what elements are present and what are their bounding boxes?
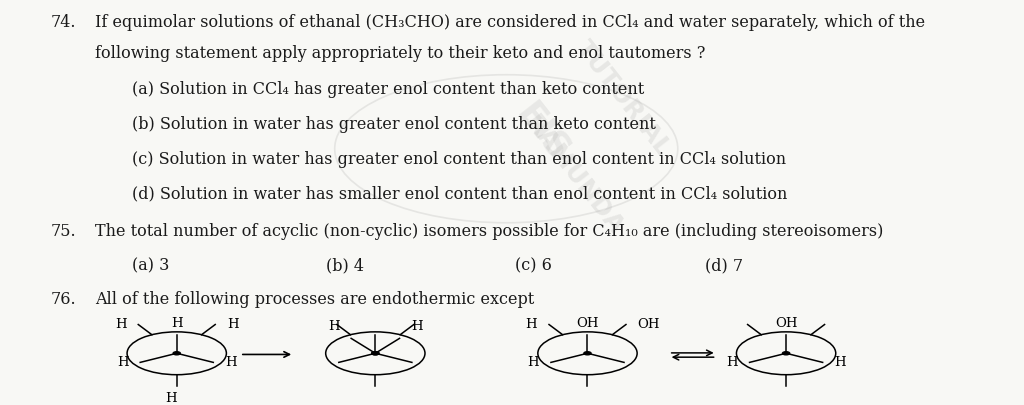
Text: The total number of acyclic (non-cyclic) isomers possible for C₄H₁₀ are (includi: The total number of acyclic (non-cyclic)… [95, 223, 884, 240]
Circle shape [173, 352, 180, 355]
Text: EIS: EIS [509, 97, 575, 169]
Text: If equimolar solutions of ethanal (CH₃CHO) are considered in CCl₄ and water sepa: If equimolar solutions of ethanal (CH₃CH… [95, 14, 926, 31]
Text: All of the following processes are endothermic except: All of the following processes are endot… [95, 291, 535, 308]
Circle shape [782, 352, 790, 355]
Text: H: H [527, 356, 540, 369]
Text: (a) Solution in CCl₄ has greater enol content than keto content: (a) Solution in CCl₄ has greater enol co… [132, 81, 644, 98]
Text: OH: OH [577, 317, 599, 330]
Text: H: H [171, 317, 182, 330]
Text: (d) 7: (d) 7 [705, 258, 743, 275]
Text: H: H [227, 318, 239, 331]
Text: OH: OH [638, 318, 660, 331]
Text: (c) Solution in water has greater enol content than enol content in CCl₄ solutio: (c) Solution in water has greater enol c… [132, 151, 785, 168]
Circle shape [372, 352, 379, 355]
Circle shape [372, 352, 379, 355]
Text: H: H [117, 356, 128, 369]
Text: H: H [115, 318, 127, 331]
Text: (a) 3: (a) 3 [132, 258, 169, 275]
Text: (c) 6: (c) 6 [515, 258, 552, 275]
Text: H: H [412, 320, 423, 333]
Text: (d) Solution in water has smaller enol content than enol content in CCl₄ solutio: (d) Solution in water has smaller enol c… [132, 186, 787, 203]
Text: H: H [726, 356, 738, 369]
Text: following statement apply appropriately to their keto and enol tautomers ?: following statement apply appropriately … [95, 45, 706, 62]
Text: 75.: 75. [50, 223, 76, 240]
Text: RAMUNDA: RAMUNDA [520, 112, 628, 240]
Text: H: H [525, 318, 538, 331]
Text: 76.: 76. [50, 291, 76, 308]
Circle shape [584, 352, 591, 355]
Text: TUTORIAL: TUTORIAL [571, 36, 676, 160]
Text: H: H [328, 320, 339, 333]
Text: OH: OH [775, 317, 798, 330]
Text: H: H [835, 356, 846, 369]
Text: H: H [225, 356, 237, 369]
Text: H: H [165, 392, 177, 405]
Text: (b) Solution in water has greater enol content than keto content: (b) Solution in water has greater enol c… [132, 115, 655, 132]
Text: 74.: 74. [50, 14, 76, 31]
Text: (b) 4: (b) 4 [326, 258, 364, 275]
